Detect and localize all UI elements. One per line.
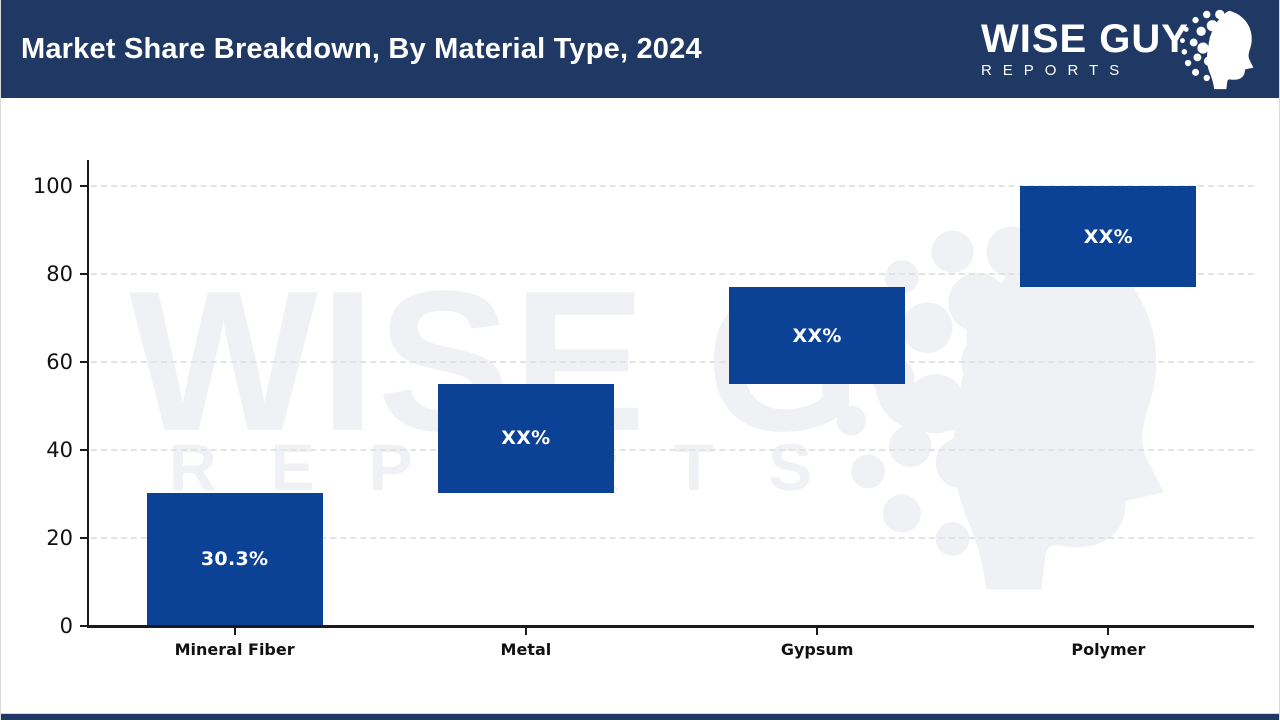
page-title: Market Share Breakdown, By Material Type… (21, 32, 702, 65)
x-tick-1 (524, 628, 527, 635)
x-category-label: Gypsum (780, 640, 854, 659)
gridline-40 (91, 449, 1254, 451)
y-tick-label-20: 20 (46, 526, 73, 550)
y-tick-80 (80, 273, 89, 275)
header-bar: Market Share Breakdown, By Material Type… (1, 0, 1279, 98)
x-axis-line (87, 625, 1254, 628)
gridline-100 (91, 185, 1254, 187)
bar-value-label: XX% (792, 324, 842, 347)
x-category-label: Polymer (1071, 640, 1146, 659)
bar-gypsum: XX% (729, 287, 906, 384)
logo-head-icon (1180, 9, 1254, 90)
bar-metal: XX% (437, 384, 614, 493)
x-category-label: Metal (500, 640, 552, 659)
y-tick-label-40: 40 (46, 438, 73, 462)
logo-wordmark: WISE GUY (980, 16, 1189, 61)
y-tick-100 (80, 185, 89, 187)
gridline-20 (91, 537, 1254, 539)
x-tick-3 (1107, 628, 1110, 635)
x-tick-2 (816, 628, 819, 635)
footer-bar (1, 714, 1279, 720)
bar-value-label: XX% (501, 427, 551, 450)
y-tick-label-100: 100 (32, 174, 73, 198)
gridline-80 (91, 273, 1254, 275)
logo-reports: REPORTS (980, 61, 1131, 79)
y-tick-60 (80, 361, 89, 363)
x-category-label: Mineral Fiber (174, 640, 295, 659)
x-tick-0 (233, 628, 236, 635)
footer-divider (1, 713, 1279, 714)
y-tick-40 (80, 449, 89, 451)
y-tick-label-60: 60 (46, 350, 73, 374)
y-tick-20 (80, 537, 89, 539)
logo-text: WISE GUY REPORTS (981, 19, 1189, 80)
y-tick-label-0: 0 (59, 614, 73, 638)
y-axis-line (87, 160, 89, 628)
bar-value-label: XX% (1083, 225, 1133, 248)
gridline-60 (91, 361, 1254, 363)
y-tick-0 (80, 625, 89, 627)
y-tick-label-80: 80 (46, 262, 73, 286)
bar-value-label: 30.3% (200, 548, 269, 571)
bar-mineral-fiber: 30.3% (146, 492, 323, 626)
bar-polymer: XX% (1020, 186, 1197, 288)
wiseguy-logo: WISE GUY REPORTS (981, 7, 1259, 91)
